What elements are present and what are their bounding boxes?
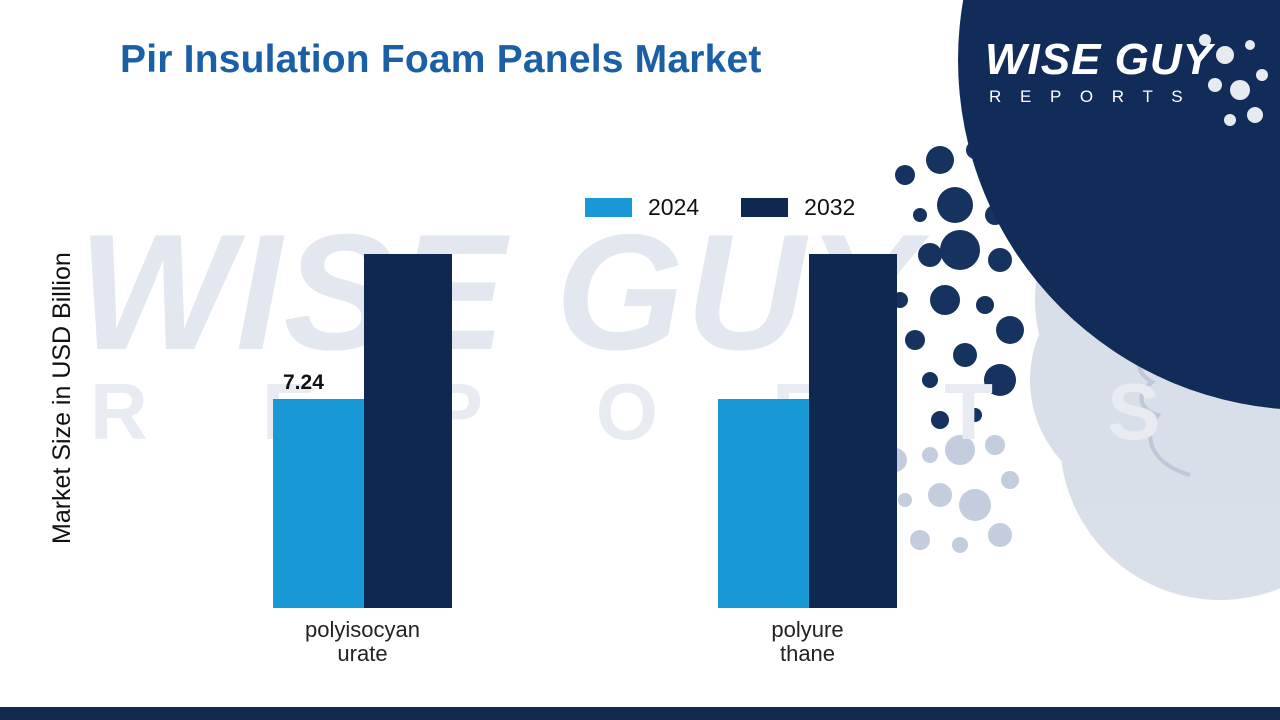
legend-label-2024: 2024	[648, 194, 700, 220]
legend-swatch-2032	[741, 198, 789, 217]
category-label-polyurethane: polyure thane	[771, 617, 844, 667]
bar-2032-polyisocyanurate	[364, 254, 452, 608]
logo-subtext: R E P O R T S	[989, 87, 1190, 107]
y-axis-label: Market Size in USD Billion	[48, 252, 76, 544]
footer-accent-bar	[0, 707, 1280, 720]
legend-swatch-2024	[585, 198, 632, 217]
chart-title: Pir Insulation Foam Panels Market	[120, 38, 762, 81]
logo-wordmark: WISE GUY	[985, 35, 1214, 84]
legend: 2024 2032	[585, 194, 855, 221]
bar-2024-polyurethane	[718, 399, 809, 608]
watermark-wordmark: WISE GUY	[78, 200, 920, 384]
category-label-polyisocyanurate: polyisocyan urate	[305, 617, 420, 667]
brand-logo: WISE GUY R E P O R T S	[985, 35, 1214, 107]
watermark-subtext: R E P O R T S	[90, 367, 1207, 456]
bar-group-polyurethane: polyure thane	[718, 254, 897, 666]
bar-2032-polyurethane	[809, 254, 897, 608]
bar-group-polyisocyanurate: 7.24 polyisocyan urate	[273, 254, 452, 666]
bar-2024-polyisocyanurate	[273, 399, 364, 608]
bar-value-label-7-24: 7.24	[283, 371, 324, 394]
legend-label-2032: 2032	[804, 194, 856, 220]
